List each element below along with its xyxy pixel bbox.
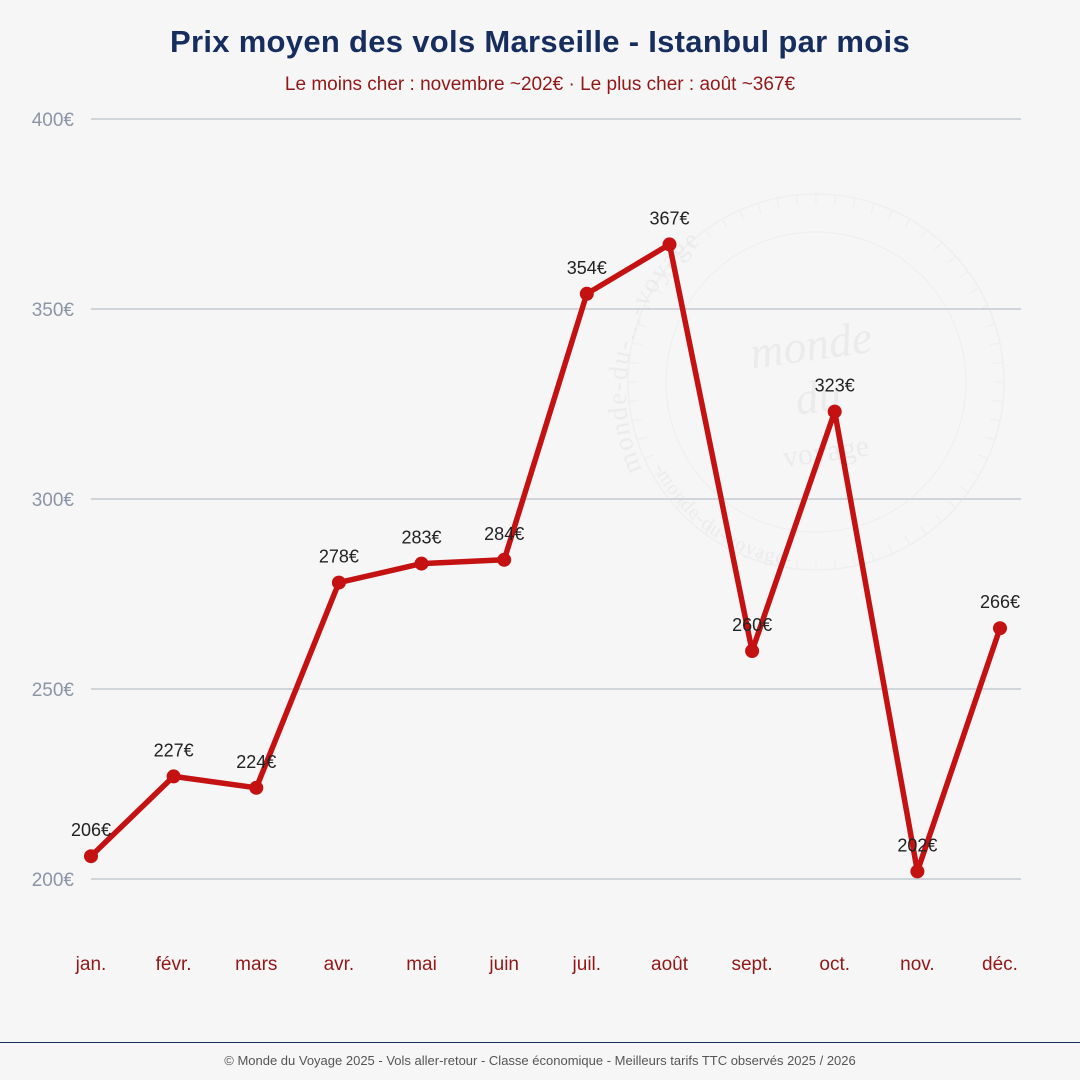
svg-text:sept.: sept. <box>731 954 772 975</box>
svg-text:260€: 260€ <box>732 615 772 635</box>
svg-text:323€: 323€ <box>815 376 855 396</box>
svg-text:avr.: avr. <box>324 954 355 975</box>
svg-text:354€: 354€ <box>567 258 607 278</box>
svg-text:nov.: nov. <box>900 954 935 975</box>
svg-text:monde: monde <box>747 311 876 379</box>
svg-text:202€: 202€ <box>897 835 937 855</box>
svg-text:juil.: juil. <box>572 954 602 975</box>
svg-text:400€: 400€ <box>32 110 75 131</box>
svg-text:juin: juin <box>488 954 519 975</box>
svg-text:250€: 250€ <box>32 680 75 701</box>
svg-text:oct.: oct. <box>819 954 850 975</box>
svg-text:227€: 227€ <box>154 740 194 760</box>
svg-text:août: août <box>651 954 689 975</box>
svg-text:278€: 278€ <box>319 547 359 567</box>
svg-text:224€: 224€ <box>236 752 276 772</box>
svg-text:283€: 283€ <box>401 528 441 548</box>
svg-text:mars: mars <box>235 954 277 975</box>
svg-text:jan.: jan. <box>75 954 107 975</box>
svg-text:350€: 350€ <box>32 300 75 321</box>
svg-text:déc.: déc. <box>982 954 1018 975</box>
svg-text:200€: 200€ <box>32 870 75 891</box>
svg-text:206€: 206€ <box>71 820 111 840</box>
svg-text:mai: mai <box>406 954 437 975</box>
svg-text:284€: 284€ <box>484 524 524 544</box>
svg-text:300€: 300€ <box>32 490 75 511</box>
svg-text:367€: 367€ <box>649 208 689 228</box>
svg-text:févr.: févr. <box>156 954 192 975</box>
svg-text:-monde-du-voyage-: -monde-du-voyage- <box>649 459 794 570</box>
svg-text:266€: 266€ <box>980 592 1020 612</box>
